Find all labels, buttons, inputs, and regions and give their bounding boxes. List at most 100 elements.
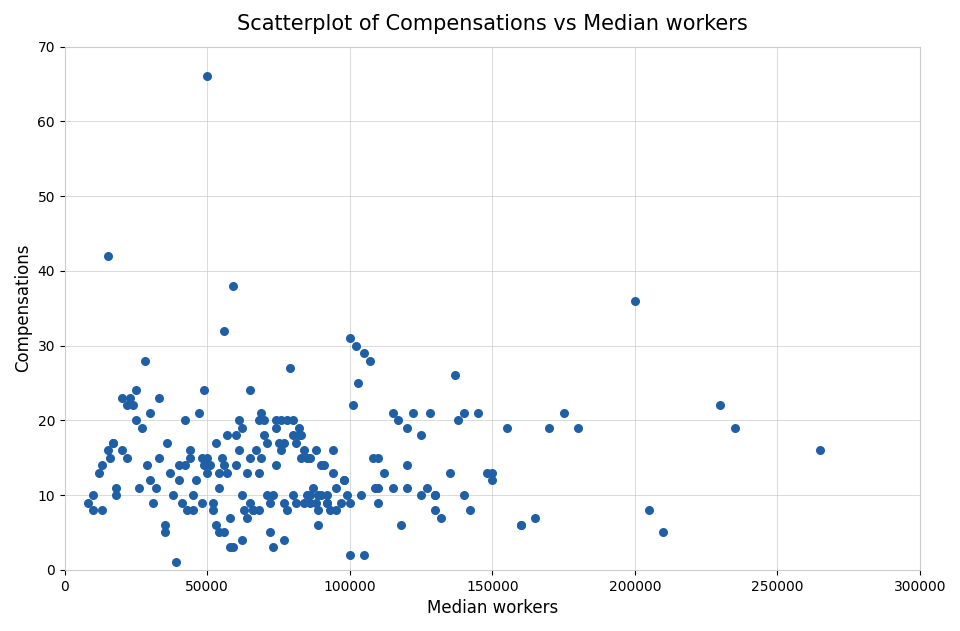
Point <box>156 520 172 530</box>
Point <box>143 408 158 418</box>
Point <box>234 535 250 545</box>
Point <box>114 393 130 403</box>
Point <box>399 423 415 433</box>
Point <box>442 468 457 478</box>
Point <box>208 438 224 448</box>
Point <box>812 445 828 456</box>
Point <box>394 520 409 530</box>
Point <box>126 400 141 410</box>
Point <box>211 528 227 538</box>
Point <box>234 423 250 433</box>
Point <box>171 475 186 485</box>
Point <box>265 490 280 500</box>
Point <box>245 505 260 515</box>
Point <box>712 400 728 410</box>
Point <box>208 520 224 530</box>
Point <box>146 497 161 507</box>
Point <box>485 468 500 478</box>
Point <box>94 505 109 515</box>
Point <box>242 386 257 396</box>
Point <box>285 430 300 440</box>
Point <box>314 460 329 470</box>
Point <box>342 497 357 507</box>
Point <box>253 408 269 418</box>
Point <box>177 460 192 470</box>
Point <box>197 386 212 396</box>
Point <box>285 415 300 425</box>
Point <box>200 452 215 463</box>
Point <box>274 445 289 456</box>
Point <box>447 370 463 380</box>
Point <box>302 452 318 463</box>
Point <box>294 452 309 463</box>
Point <box>85 490 101 500</box>
Point <box>356 550 372 560</box>
Point <box>279 415 295 425</box>
Point <box>223 512 238 522</box>
Point <box>302 497 318 507</box>
Point <box>237 505 252 515</box>
Point <box>194 452 209 463</box>
Point <box>282 363 298 373</box>
Point <box>103 452 118 463</box>
Point <box>223 543 238 553</box>
Point <box>114 445 130 456</box>
Point <box>333 497 348 507</box>
Point <box>217 528 232 538</box>
Point <box>205 497 221 507</box>
Point <box>262 497 277 507</box>
Point <box>148 483 163 493</box>
Point <box>297 445 312 456</box>
Point <box>641 505 657 515</box>
Point <box>274 415 289 425</box>
Point <box>197 460 212 470</box>
Point <box>203 460 218 470</box>
Point <box>336 475 351 485</box>
Point <box>456 408 471 418</box>
Point <box>220 430 235 440</box>
Point <box>371 483 386 493</box>
Point <box>245 505 260 515</box>
Point <box>205 505 221 515</box>
Point <box>220 468 235 478</box>
Point <box>276 497 292 507</box>
Point <box>106 438 121 448</box>
Point <box>200 71 215 81</box>
Point <box>320 497 335 507</box>
Point <box>171 460 186 470</box>
Point <box>226 543 241 553</box>
Point <box>185 490 201 500</box>
Point <box>129 386 144 396</box>
Point <box>368 483 383 493</box>
Point <box>308 445 324 456</box>
Point <box>420 483 435 493</box>
Point <box>177 415 192 425</box>
Point <box>217 326 232 336</box>
Point <box>356 348 372 358</box>
Point <box>214 452 229 463</box>
Point <box>242 497 257 507</box>
Y-axis label: Compensations: Compensations <box>13 244 32 372</box>
Point <box>143 475 158 485</box>
Point <box>120 452 135 463</box>
Point <box>262 528 277 538</box>
Point <box>311 505 326 515</box>
Point <box>259 490 275 500</box>
Point <box>194 497 209 507</box>
Point <box>288 438 303 448</box>
Point <box>291 423 306 433</box>
Point <box>85 505 101 515</box>
Point <box>120 400 135 410</box>
Point <box>556 408 571 418</box>
Point <box>371 452 386 463</box>
Point <box>462 505 477 515</box>
Point <box>231 415 247 425</box>
Point <box>94 460 109 470</box>
Point <box>391 415 406 425</box>
Point <box>134 423 150 433</box>
Point <box>328 483 344 493</box>
Point <box>156 528 172 538</box>
Point <box>279 505 295 515</box>
Point <box>399 483 415 493</box>
Point <box>251 468 266 478</box>
